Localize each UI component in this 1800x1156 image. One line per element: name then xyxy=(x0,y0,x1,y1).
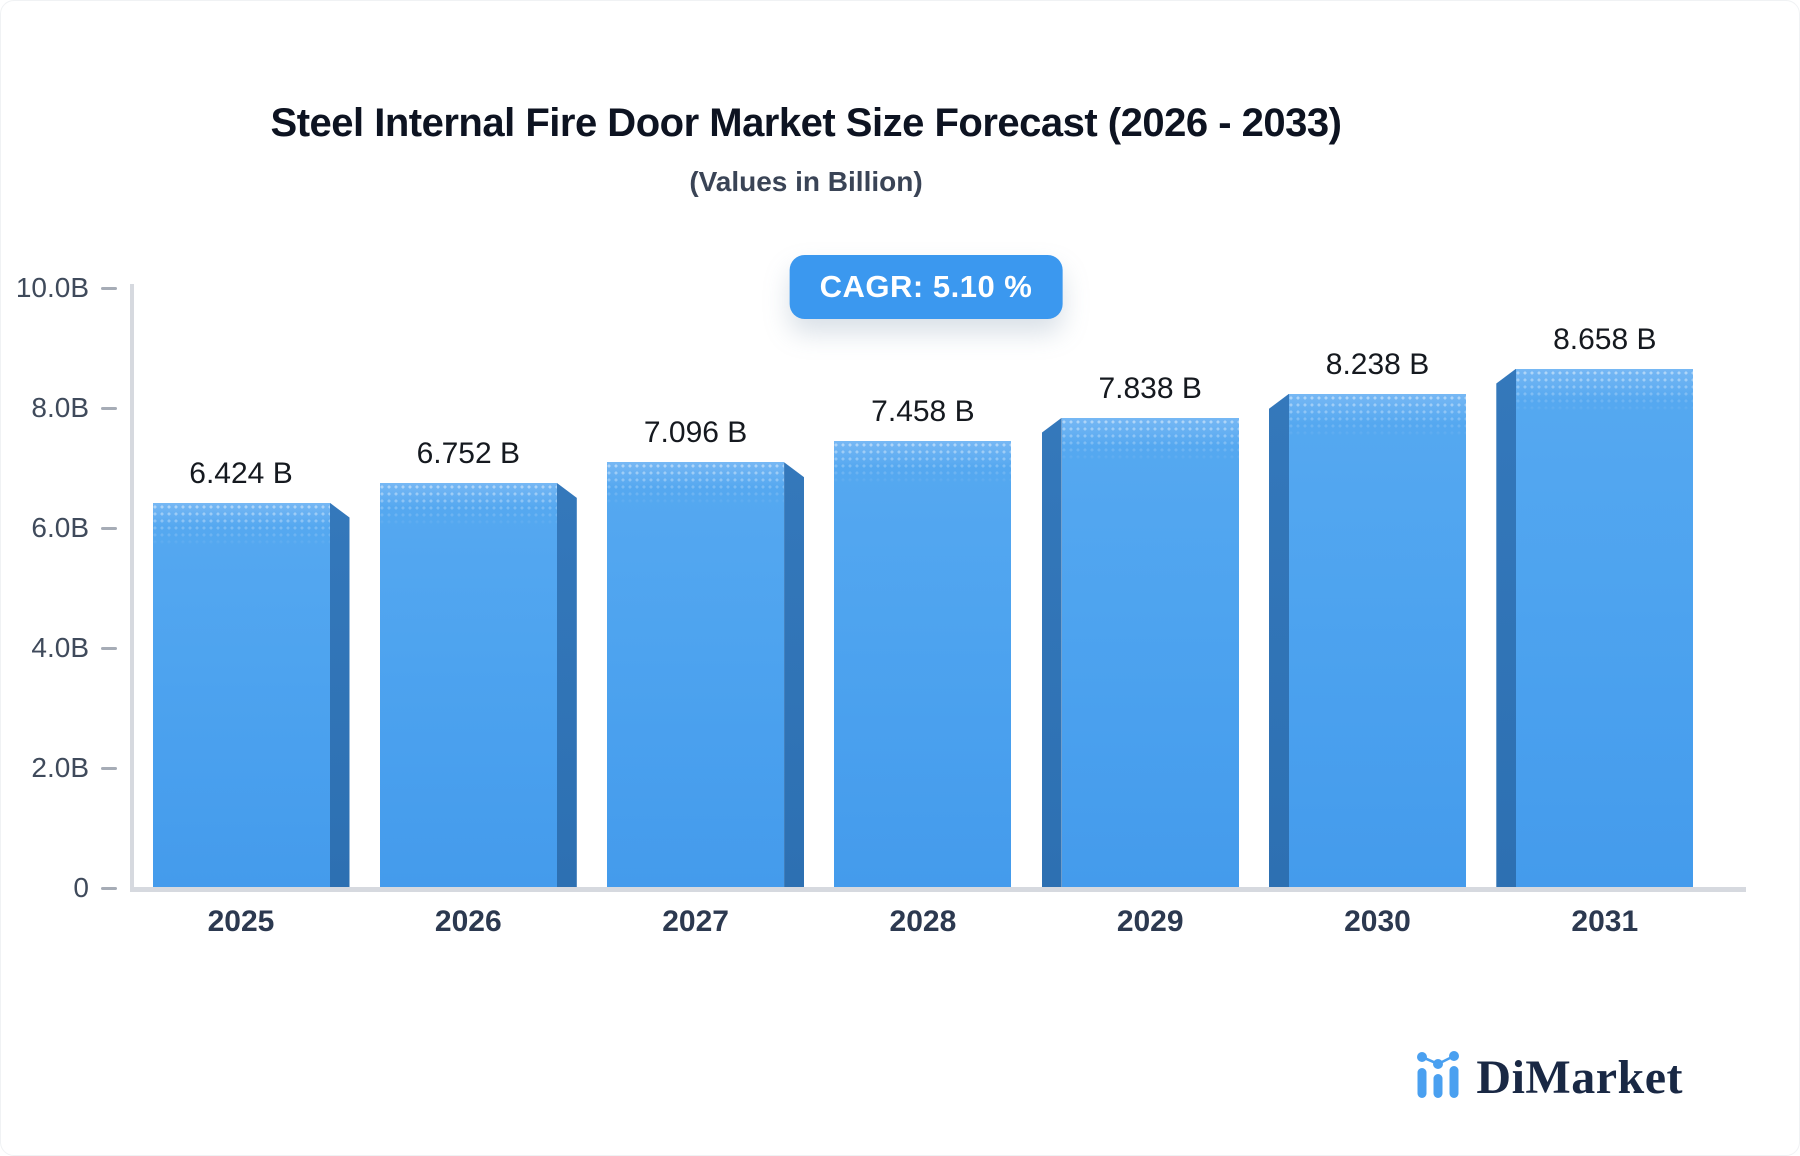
bar-2030 xyxy=(1289,393,1466,887)
y-axis-tick xyxy=(101,646,117,650)
dimarket-logo: DiMarket xyxy=(1415,1050,1683,1104)
bar-2028 xyxy=(834,440,1012,887)
bar-value-label-2031: 8.658 B xyxy=(1553,322,1657,356)
y-axis-tick-label: 0 xyxy=(73,872,89,903)
dimarket-logo-text: DiMarket xyxy=(1476,1051,1683,1104)
y-axis-tick xyxy=(101,286,117,290)
bar-3d-side-2027 xyxy=(784,462,805,887)
bar-value-label-2027: 7.096 B xyxy=(643,416,748,450)
x-axis-label-2029: 2029 xyxy=(1116,905,1184,938)
bar-value-label-2028: 7.458 B xyxy=(871,394,975,428)
bar-2025 xyxy=(152,502,330,887)
x-axis-label-2025: 2025 xyxy=(207,905,275,938)
bar-2029 xyxy=(1061,417,1239,887)
y-axis-tick xyxy=(101,886,117,890)
x-axis-line xyxy=(132,887,1746,892)
y-axis-tick-label: 8.0B xyxy=(31,392,89,423)
x-axis-label-2026: 2026 xyxy=(434,905,502,938)
bar-chart-with-trend-dots-icon xyxy=(1417,1051,1460,1098)
x-axis-label-2028: 2028 xyxy=(889,905,957,938)
x-axis-label-2030: 2030 xyxy=(1344,905,1411,938)
y-axis-tick xyxy=(101,406,117,410)
bar-3d-side-2026 xyxy=(556,482,577,887)
bar-3d-side-2029 xyxy=(1041,417,1062,887)
y-axis-tick xyxy=(101,526,117,530)
bar-2031 xyxy=(1516,368,1694,887)
bar-value-label-2030: 8.238 B xyxy=(1325,347,1430,381)
bar-2027 xyxy=(607,462,785,887)
x-axis-label-2027: 2027 xyxy=(662,905,729,938)
y-axis-tick-label: 2.0B xyxy=(31,752,89,783)
y-axis-tick-label: 6.0B xyxy=(31,512,89,543)
bar-3d-side-2025 xyxy=(329,502,350,887)
y-axis-tick-label: 4.0B xyxy=(31,632,89,663)
x-axis-label-2031: 2031 xyxy=(1571,905,1639,938)
y-axis-tick xyxy=(101,766,117,770)
chart-title: Steel Internal Fire Door Market Size For… xyxy=(270,101,1342,145)
bar-value-label-2029: 7.838 B xyxy=(1098,371,1202,405)
bar-3d-side-2031 xyxy=(1496,368,1517,887)
y-axis-tick-label: 10.0B xyxy=(15,272,89,303)
bar-value-label-2026: 6.752 B xyxy=(416,436,520,470)
bar-value-label-2025: 6.424 B xyxy=(189,456,293,490)
cagr-badge: CAGR: 5.10 % xyxy=(789,255,1063,319)
chart-subtitle: (Values in Billion) xyxy=(689,166,923,197)
bar-2026 xyxy=(379,482,557,887)
bar-3d-side-2030 xyxy=(1269,393,1289,887)
y-axis-line xyxy=(130,284,134,892)
